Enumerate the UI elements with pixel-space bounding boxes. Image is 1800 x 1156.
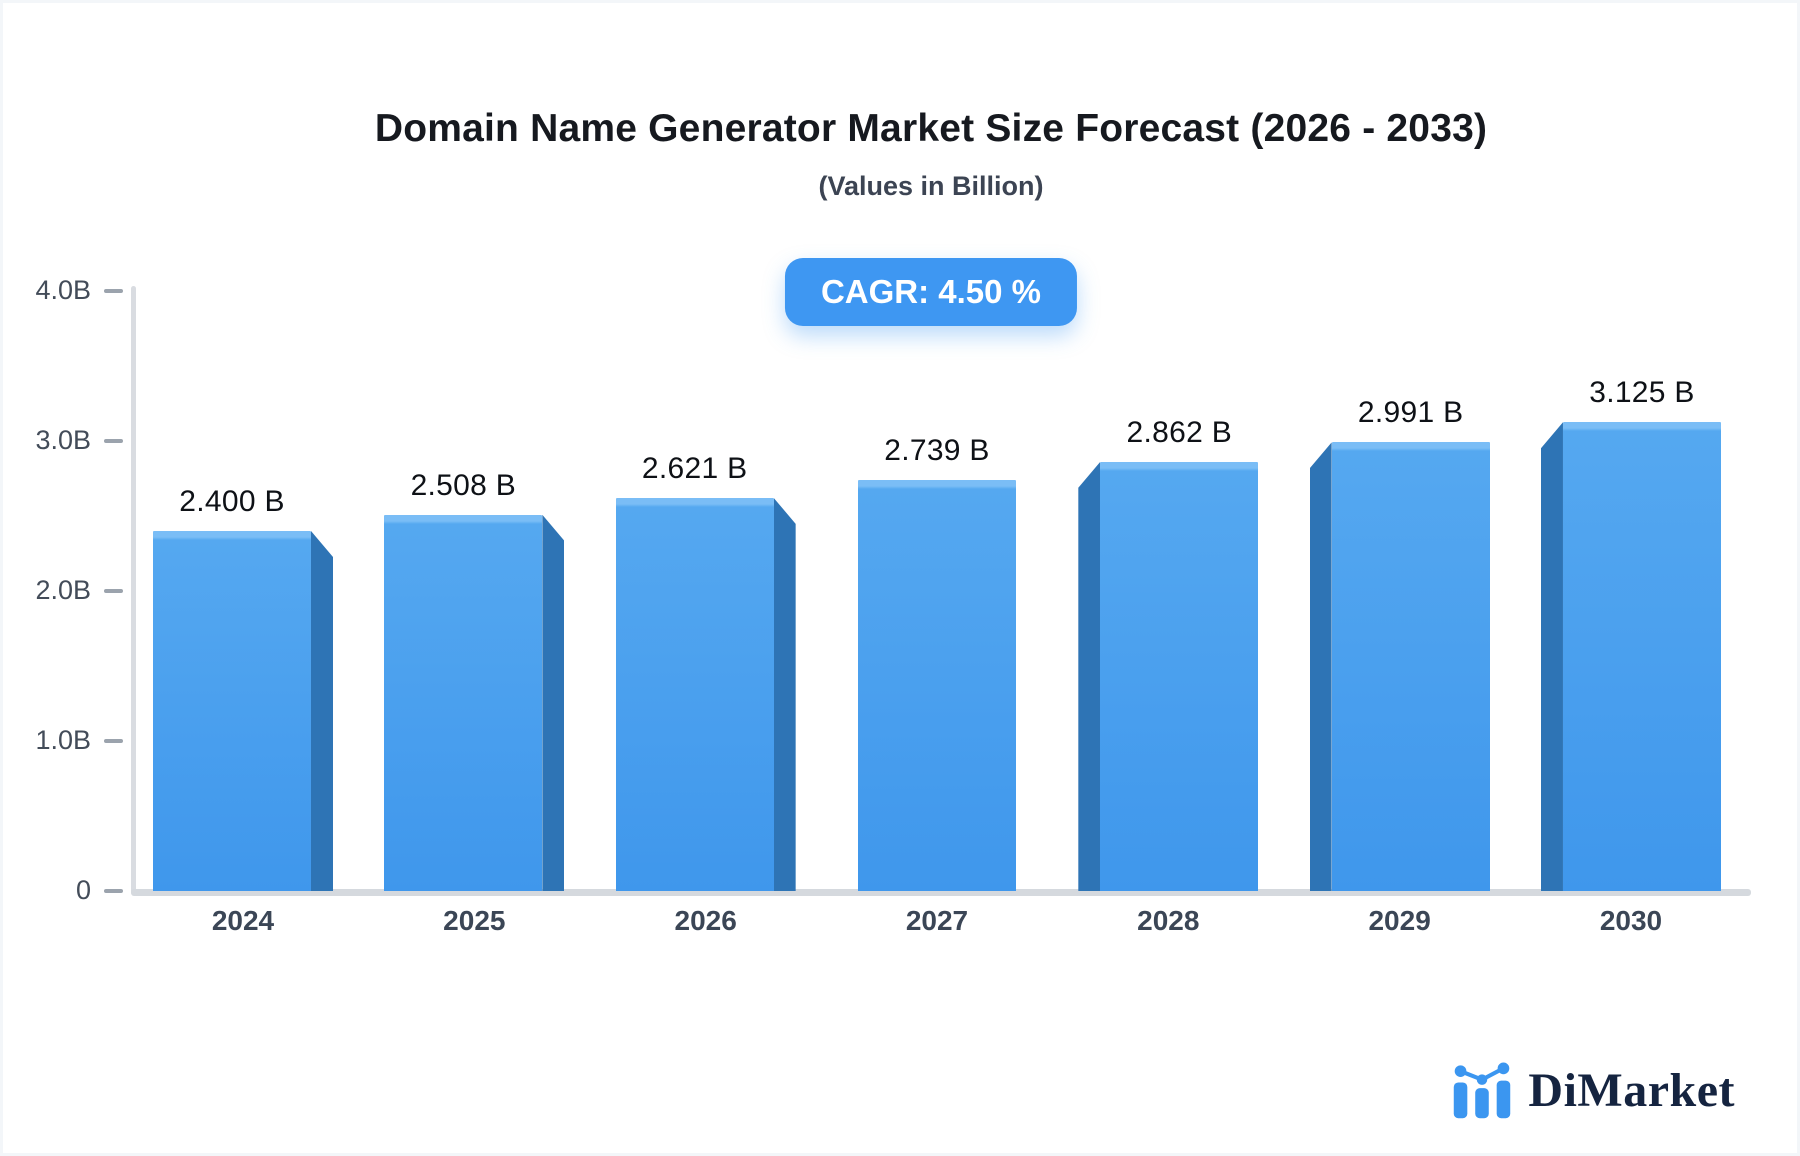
- bar-2025: [384, 514, 543, 891]
- x-axis-label-2030: 2030: [1599, 905, 1663, 936]
- chart-title: Domain Name Generator Market Size Foreca…: [374, 107, 1488, 150]
- bar-value-label-2029: 2.991 B: [1357, 396, 1464, 430]
- x-axis-label-2025: 2025: [443, 905, 506, 936]
- bar-side-face-2029: [1309, 442, 1332, 891]
- mini-bar-chart-logo-icon: [1454, 1062, 1511, 1119]
- y-tick-mark: [104, 289, 123, 293]
- x-axis-label-2028: 2028: [1137, 905, 1200, 936]
- y-tick-label: 4.0B: [35, 275, 91, 305]
- bar-side-face-2030: [1540, 422, 1563, 891]
- y-tick-label: 2.0B: [35, 575, 91, 605]
- bar-value-label-2024: 2.400 B: [179, 485, 285, 518]
- bar-value-label-2028: 2.862 B: [1126, 415, 1233, 449]
- cagr-badge: CAGR: 4.50 %: [784, 258, 1078, 326]
- x-axis-label-2027: 2027: [905, 905, 969, 936]
- y-tick-mark: [104, 439, 123, 443]
- bar-value-label-2030: 3.125 B: [1589, 376, 1695, 410]
- bar-value-label-2027: 2.739 B: [884, 434, 990, 468]
- y-tick-label: 3.0B: [35, 425, 91, 455]
- brand-name: DiMarket: [1528, 1063, 1735, 1117]
- bar-value-label-2026: 2.621 B: [641, 451, 748, 485]
- y-tick-label: 1.0B: [35, 725, 91, 755]
- bar-side-face-2028: [1078, 461, 1101, 891]
- bar-side-face-2026: [773, 497, 796, 891]
- y-tick-label: 0: [75, 875, 91, 905]
- y-tick-mark: [104, 589, 123, 593]
- bar-side-face-2024: [311, 531, 333, 891]
- x-axis-label-2026: 2026: [674, 905, 737, 936]
- bar-2026: [615, 497, 774, 891]
- bar-side-face-2025: [542, 514, 565, 891]
- brand-logo: DiMarket: [1450, 1061, 1735, 1119]
- bar-2029: [1331, 442, 1490, 891]
- bar-2030: [1562, 422, 1721, 891]
- bar-2027: [857, 480, 1016, 891]
- x-axis-label-2029: 2029: [1368, 905, 1431, 936]
- x-axis-label-2024: 2024: [211, 905, 275, 936]
- x-axis-baseline: [131, 889, 1751, 896]
- y-tick-mark: [104, 739, 123, 743]
- bar-2024: [153, 531, 311, 891]
- bar-2028: [1100, 461, 1259, 891]
- bar-value-label-2025: 2.508 B: [410, 468, 517, 502]
- y-axis-line: [131, 286, 136, 894]
- y-tick-mark: [104, 889, 123, 893]
- chart-subtitle: (Values in Billion): [818, 171, 1044, 201]
